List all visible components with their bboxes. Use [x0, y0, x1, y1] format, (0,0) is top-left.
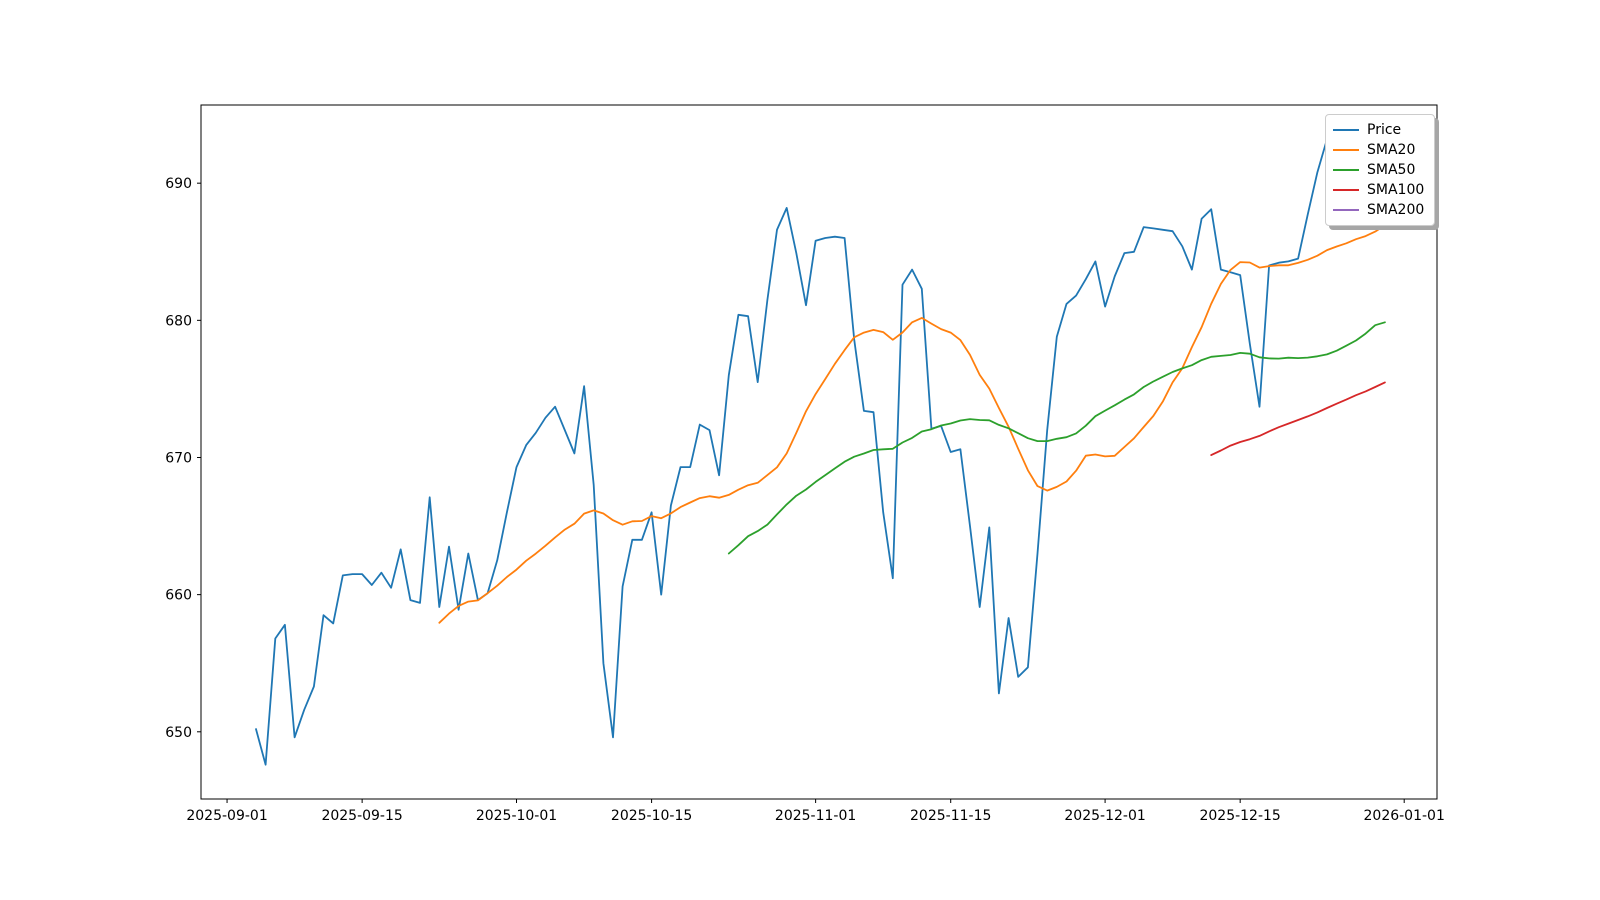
legend-item-sma50: SMA50: [1333, 160, 1426, 180]
x-tick-label: 2025-12-01: [1064, 808, 1145, 824]
series-line-sma20: [438, 224, 1386, 624]
x-axis-ticks: 2025-09-01 2025-09-15 2025-10-01 2025-10-15…: [186, 799, 1445, 824]
legend-item-price: Price: [1333, 120, 1426, 140]
y-tick-label: 690: [165, 176, 192, 192]
legend-item-sma200: SMA200: [1333, 200, 1426, 220]
legend-item-sma100: SMA100: [1333, 180, 1426, 200]
y-tick-label: 660: [165, 588, 192, 604]
x-tick-label: 2025-12-15: [1199, 808, 1280, 824]
x-tick-label: 2025-11-15: [910, 808, 991, 824]
legend-label-sma50: SMA50: [1367, 162, 1416, 178]
y-tick-label: 670: [165, 450, 192, 466]
y-axis-ticks: 650 660 670 680 690: [165, 176, 201, 741]
legend-line-sample-sma50: [1333, 169, 1359, 171]
x-tick-label: 2025-10-01: [476, 808, 557, 824]
x-tick-label: 2025-10-15: [611, 808, 692, 824]
legend-line-sample-sma20: [1333, 149, 1359, 151]
plot-border: [200, 104, 1438, 800]
legend-line-sample-price: [1333, 129, 1359, 131]
legend-label-sma200: SMA200: [1367, 202, 1425, 218]
y-tick-label: 680: [165, 313, 192, 329]
legend-line-sample-sma100: [1333, 189, 1359, 191]
legend-label-sma100: SMA100: [1367, 182, 1425, 198]
series-line-price: [255, 138, 1386, 766]
x-tick-label: 2026-01-01: [1364, 808, 1445, 824]
y-tick-label: 650: [165, 725, 192, 741]
x-tick-label: 2025-11-01: [775, 808, 856, 824]
series-line-sma100: [1210, 381, 1386, 457]
x-tick-label: 2025-09-15: [321, 808, 402, 824]
x-tick-label: 2025-09-01: [186, 808, 267, 824]
legend-line-sample-sma200: [1333, 209, 1359, 211]
chart-legend: Price SMA20 SMA50 SMA100 SMA200: [1325, 114, 1435, 226]
legend-label-sma20: SMA20: [1367, 142, 1416, 158]
series-line-sma50: [727, 321, 1386, 555]
legend-item-sma20: SMA20: [1333, 140, 1426, 160]
chart-series-lines: [255, 138, 1386, 766]
legend-label-price: Price: [1367, 122, 1402, 138]
